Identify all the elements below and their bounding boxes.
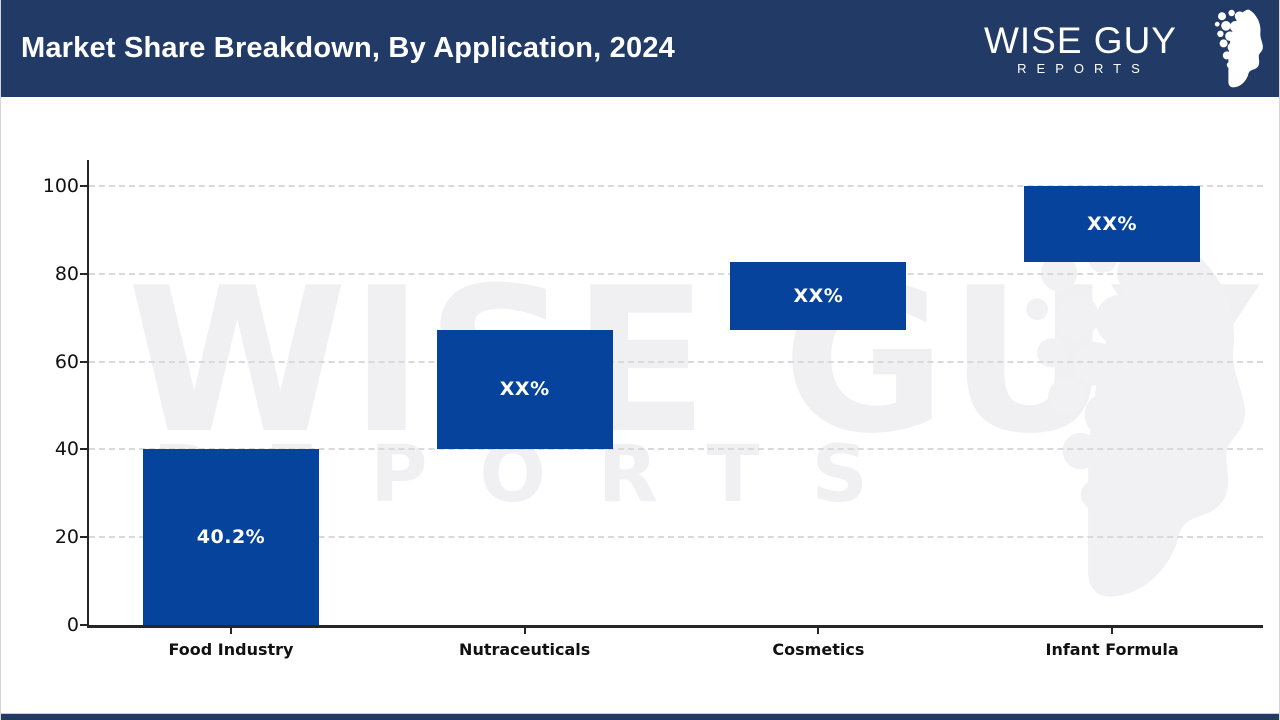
wise-guy-logo: WISE GUY REPORTS xyxy=(984,5,1265,93)
y-tick-label: 40 xyxy=(54,438,79,461)
x-tick-mark xyxy=(230,628,232,634)
gridline xyxy=(89,360,1263,363)
bar-value-label: XX% xyxy=(793,284,844,307)
y-tick-mark xyxy=(80,536,88,539)
x-tick-mark xyxy=(523,628,526,634)
x-axis-label-infant-formula: Infant Formula xyxy=(1045,640,1179,659)
y-tick-label: 100 xyxy=(42,175,79,197)
footer-bar xyxy=(1,713,1279,720)
y-tick-label: 80 xyxy=(54,262,79,285)
y-tick-mark xyxy=(80,448,88,451)
y-tick-mark xyxy=(80,272,88,275)
y-tick-mark xyxy=(80,360,88,363)
y-tick-label: 20 xyxy=(54,526,79,549)
y-axis-line xyxy=(87,160,89,628)
y-tick-mark xyxy=(80,185,88,187)
bar-nutraceuticals: XX% xyxy=(436,329,613,449)
x-axis-label-cosmetics: Cosmetics xyxy=(772,640,865,659)
chart-title: Market Share Breakdown, By Application, … xyxy=(21,32,675,64)
y-tick-mark xyxy=(80,624,88,626)
gridline xyxy=(89,448,1263,451)
bar-value-label: 40.2% xyxy=(196,525,266,548)
y-tick-label: 0 xyxy=(66,614,79,636)
y-tick-label: 60 xyxy=(54,350,79,373)
watermark-head-icon xyxy=(1026,242,1245,597)
bar-food-industry: 40.2% xyxy=(143,448,319,625)
x-axis-label-food-industry: Food Industry xyxy=(168,640,294,659)
x-axis-line xyxy=(87,625,1263,628)
logo-subtitle: REPORTS xyxy=(1017,61,1150,76)
bar-value-label: XX% xyxy=(499,378,550,401)
gridline xyxy=(89,185,1263,187)
logo-wordmark: WISE GUY xyxy=(983,20,1177,61)
gridline xyxy=(89,536,1263,539)
gridline xyxy=(89,272,1263,275)
header-bar: Market Share Breakdown, By Application, … xyxy=(1,0,1279,97)
x-tick-mark xyxy=(1111,628,1114,634)
x-tick-mark xyxy=(817,628,820,634)
logo-text: WISE GUY REPORTS xyxy=(984,22,1177,75)
x-axis-label-nutraceuticals: Nutraceuticals xyxy=(459,640,591,659)
bar-infant-formula: XX% xyxy=(1024,186,1201,262)
bar-value-label: XX% xyxy=(1087,212,1138,235)
logo-head-icon xyxy=(1214,9,1263,87)
bar-cosmetics: XX% xyxy=(730,261,907,330)
